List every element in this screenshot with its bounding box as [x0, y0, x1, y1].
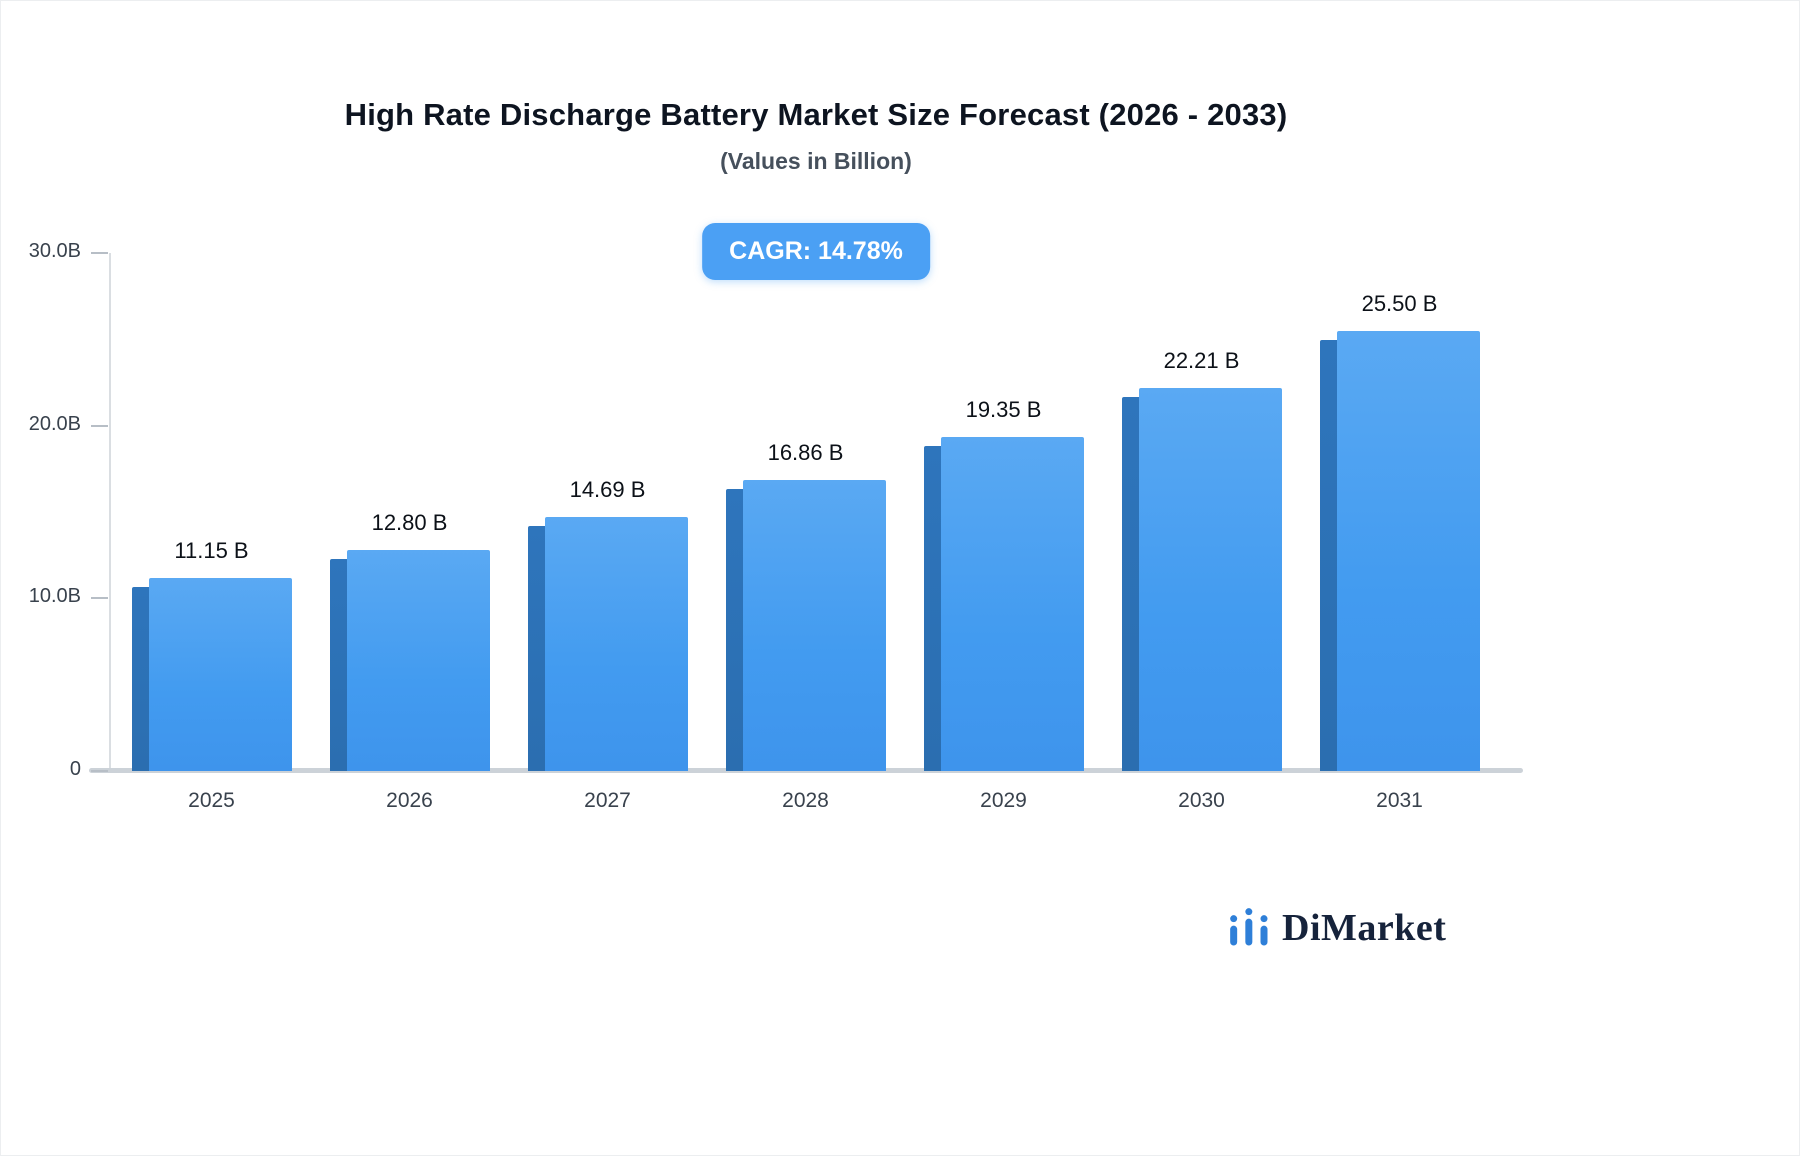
bar	[1121, 387, 1282, 771]
bar-front-face	[148, 578, 292, 771]
bar-value-label: 12.80 B	[371, 509, 448, 535]
y-axis-tick-label: 30.0B	[28, 240, 81, 262]
bar-front-face	[346, 549, 490, 771]
bar-value-label: 22.21 B	[1163, 347, 1240, 373]
bar	[725, 479, 886, 771]
y-axis-tick-mark	[91, 424, 108, 427]
bar-value-label: 16.86 B	[767, 439, 844, 465]
x-axis-label: 2026	[386, 789, 433, 812]
y-axis-tick-mark	[91, 252, 108, 254]
bar-front-face	[1336, 330, 1480, 771]
x-axis-label: 2027	[584, 789, 631, 812]
y-axis-tick-mark	[91, 770, 108, 772]
bar-side-face	[725, 488, 743, 771]
chart-title: High Rate Discharge Battery Market Size …	[344, 97, 1288, 132]
bar-side-face	[527, 526, 545, 771]
bar-value-label: 11.15 B	[174, 538, 249, 564]
y-axis-tick-label: 10.0B	[28, 585, 81, 608]
bar-side-face	[329, 558, 347, 771]
x-axis-label: 2025	[188, 789, 235, 812]
x-axis-label: 2030	[1178, 789, 1225, 812]
chart-subtitle: (Values in Billion)	[720, 148, 912, 174]
bar-value-label: 14.69 B	[569, 477, 646, 503]
chart-header: High Rate Discharge Battery Market Size …	[11, 1, 1621, 175]
bar-side-face	[1319, 339, 1337, 771]
bar-value-label: 19.35 B	[965, 396, 1042, 422]
bar-value-label: 25.50 B	[1361, 290, 1438, 316]
x-axis-label: 2029	[980, 789, 1027, 812]
bar-front-face	[544, 517, 688, 771]
brand-logo: DiMarket	[1229, 905, 1446, 951]
brand-name: DiMarket	[1282, 907, 1447, 949]
cagr-badge: CAGR: 14.78%	[702, 223, 930, 280]
bar	[1319, 330, 1480, 771]
bar-side-face	[131, 587, 149, 771]
y-axis-tick-mark	[91, 597, 108, 600]
bar	[527, 517, 688, 771]
x-axis-label: 2028	[782, 789, 829, 812]
bar-front-face	[940, 436, 1084, 771]
y-axis-tick-label: 20.0B	[28, 412, 81, 435]
bar	[131, 578, 292, 771]
bar	[329, 549, 490, 771]
bar-front-face	[742, 479, 886, 771]
x-axis-label: 2031	[1376, 789, 1423, 812]
y-axis-tick-label: 0	[69, 758, 81, 780]
bar	[923, 436, 1084, 771]
dimarket-icon	[1230, 908, 1268, 946]
bar-front-face	[1138, 387, 1282, 771]
y-axis-line	[109, 253, 111, 771]
bar-side-face	[923, 445, 941, 771]
bar-side-face	[1121, 396, 1139, 771]
